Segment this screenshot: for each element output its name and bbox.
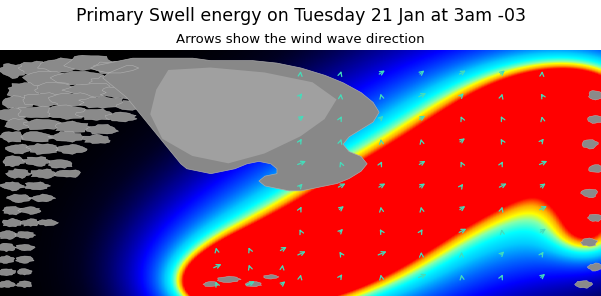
Text: Arrows show the wind wave direction: Arrows show the wind wave direction xyxy=(176,33,425,46)
Text: Primary Swell energy on Tuesday 21 Jan at 3am -03: Primary Swell energy on Tuesday 21 Jan a… xyxy=(76,7,525,25)
